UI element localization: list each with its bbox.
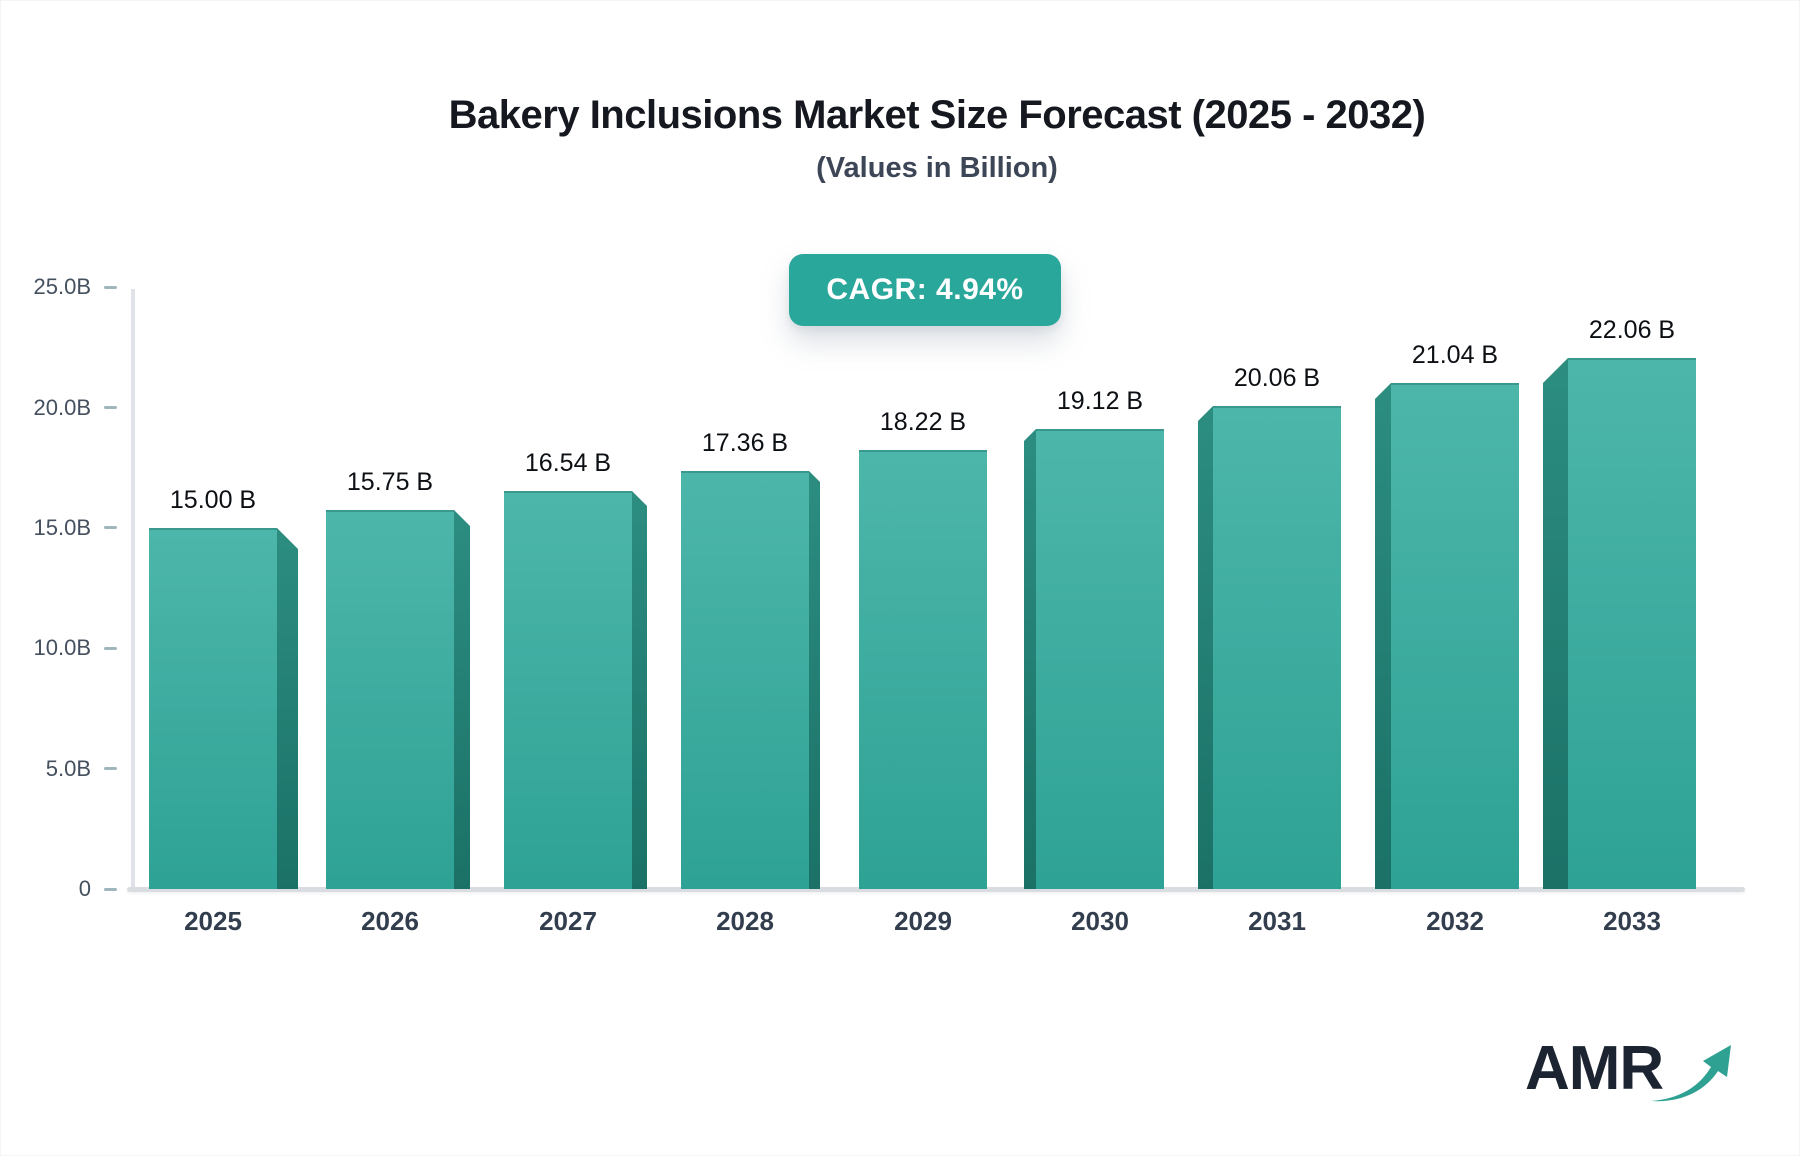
x-tick-label-2026: 2026 [361,906,419,936]
bar-side-2025 [277,528,298,889]
y-tick-label-0: 0 [78,876,91,901]
bar-2027 [504,491,632,889]
x-tick-label-2031: 2031 [1248,906,1306,936]
amr-logo-text: AMR [1525,1034,1664,1103]
bar-2031 [1213,406,1341,889]
x-tick-label-2027: 2027 [539,906,597,936]
bar-2033 [1568,358,1696,889]
y-tick-dash [104,887,117,891]
bar-side-2033 [1543,358,1568,889]
bar-2029 [859,450,987,889]
bar-side-2031 [1198,406,1213,889]
bar-side-2030 [1024,429,1036,889]
bar-value-label-2031: 20.06 B [1233,364,1321,392]
bar-value-label-2028: 17.36 B [701,429,789,457]
bar-value-label-2032: 21.04 B [1411,341,1499,369]
x-tick-label-2032: 2032 [1426,906,1484,936]
chart-subtitle: (Values in Billion) [816,152,1058,184]
bar-value-label-2033: 22.06 B [1588,316,1676,344]
y-axis-line [131,289,135,889]
bar-side-2027 [632,491,647,889]
cagr-badge-label: CAGR: 4.94% [826,273,1024,306]
bar-2028 [681,471,809,889]
bar-2032 [1391,383,1519,889]
y-tick-dash [104,646,117,650]
bar-side-2032 [1375,383,1391,889]
y-tick-label-25.0B: 25.0B [33,274,92,300]
x-axis-baseline [127,887,1745,892]
chart-header: Bakery Inclusions Market Size Forecast (… [131,93,1743,185]
y-tick-dash [104,526,117,530]
y-tick-label-15.0B: 15.0B [33,514,92,540]
bar-side-2028 [809,471,820,889]
amr-logo: AMR [1525,1033,1735,1113]
bar-2026 [326,510,454,889]
y-tick-dash [104,285,117,289]
chart-title: Bakery Inclusions Market Size Forecast (… [448,93,1426,137]
y-tick-label-5.0B: 5.0B [45,755,91,781]
y-tick-dash [104,406,117,410]
bar-value-label-2025: 15.00 B [169,486,257,514]
bar-2025 [149,528,277,889]
cagr-badge: CAGR: 4.94% [789,254,1061,326]
bar-value-label-2029: 18.22 B [879,408,967,436]
bar-value-label-2026: 15.75 B [346,468,434,496]
y-tick-dash [104,767,117,771]
x-tick-label-2028: 2028 [716,906,774,936]
bar-value-label-2030: 19.12 B [1056,387,1144,415]
x-tick-label-2025: 2025 [184,906,242,936]
x-tick-label-2030: 2030 [1071,906,1129,936]
y-tick-label-10.0B: 10.0B [33,635,92,661]
y-tick-label-20.0B: 20.0B [33,394,92,420]
x-tick-label-2029: 2029 [894,906,952,936]
bar-2030 [1036,429,1164,889]
bar-side-2026 [454,510,470,889]
bar-value-label-2027: 16.54 B [524,449,612,477]
growth-arrow-icon [1651,1045,1732,1102]
x-tick-label-2033: 2033 [1603,906,1661,936]
